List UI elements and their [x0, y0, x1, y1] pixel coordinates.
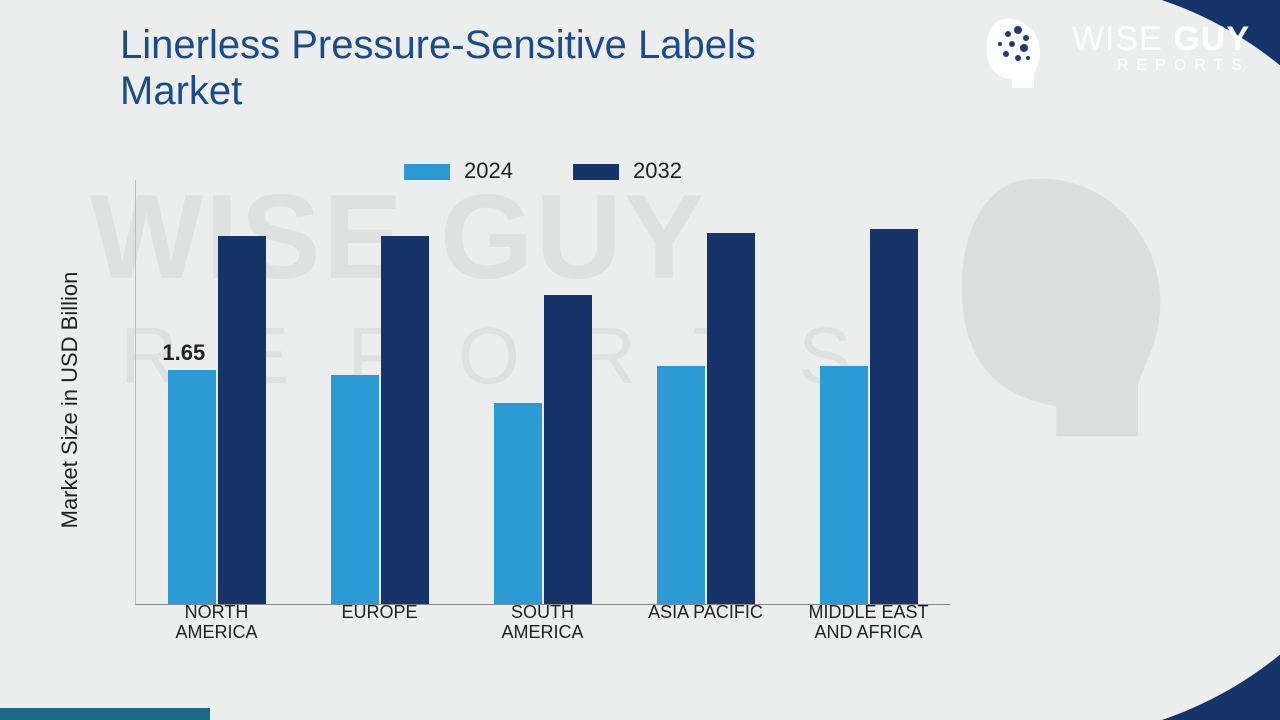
plot-area: 2024 2032 1.65: [135, 180, 950, 605]
y-axis-label: Market Size in USD Billion: [57, 272, 83, 529]
bar-2032: [218, 236, 266, 604]
footer-accent-bar: [0, 708, 210, 720]
bar-2032: [544, 295, 592, 604]
bar-group: [657, 233, 755, 604]
bar-group: [331, 236, 429, 604]
logo-subtext: REPORTS: [1072, 58, 1250, 74]
legend-swatch-2032: [573, 164, 619, 180]
x-axis-label: NORTH AMERICA: [147, 588, 287, 643]
bar-2032: [707, 233, 755, 604]
x-axis-label: ASIA PACIFIC: [636, 588, 776, 643]
bar-2024: [494, 403, 542, 604]
bar-2024: [820, 366, 868, 604]
infographic-root: WISE GUY REPORTS WISE GUY R E P O R T S …: [0, 0, 1280, 720]
x-axis-label: EUROPE: [310, 588, 450, 643]
bar-2024: [168, 370, 216, 604]
logo-word-2: GUY: [1173, 20, 1250, 58]
bar-group: 1.65: [168, 236, 266, 604]
bar-value-label: 1.65: [162, 340, 205, 366]
brand-logo: WISE GUY REPORTS: [1072, 22, 1250, 74]
bar-2024: [657, 366, 705, 604]
bar-2032: [870, 229, 918, 604]
legend-swatch-2024: [404, 164, 450, 180]
bar-group: [820, 229, 918, 604]
x-axis-label: MIDDLE EAST AND AFRICA: [799, 588, 939, 643]
bar-2032: [381, 236, 429, 604]
bar-group: [494, 295, 592, 604]
logo-word-1: WISE: [1072, 20, 1163, 58]
logo-head-icon: [978, 14, 1048, 94]
brand-band: [960, 0, 1280, 720]
bar-chart: Market Size in USD Billion 2024 2032 1.6…: [80, 165, 950, 635]
chart-title: Linerless Pressure-Sensitive Labels Mark…: [120, 22, 880, 114]
x-axis-label: SOUTH AMERICA: [473, 588, 613, 643]
bar-2024: [331, 375, 379, 605]
